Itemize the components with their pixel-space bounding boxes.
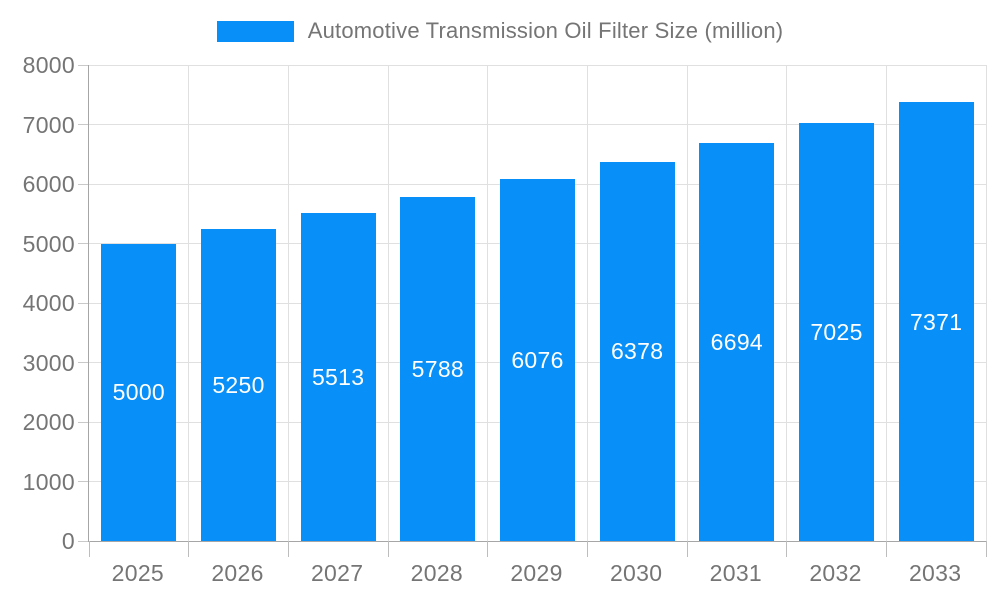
y-axis-tick (78, 540, 88, 542)
y-axis-tick-label: 5000 (22, 230, 75, 257)
grid-line-horizontal (89, 124, 986, 125)
bar-value-label: 6076 (511, 347, 564, 374)
bar-2028: 5788 (400, 196, 476, 541)
grid-line-vertical (885, 65, 887, 541)
x-axis-category-label: 2032 (809, 560, 862, 586)
y-axis-tick (78, 183, 88, 185)
bar-value-label: 5000 (112, 379, 166, 406)
y-axis-tick-label: 7000 (22, 111, 75, 138)
x-axis-tick (88, 541, 90, 557)
bar-2027: 5513 (300, 212, 376, 541)
x-axis-category-label: 2025 (111, 560, 165, 586)
y-axis-tick-label: 6000 (22, 171, 75, 197)
grid-line-vertical (686, 65, 688, 541)
x-axis-category-label: 2031 (709, 560, 763, 586)
bar-2032: 7025 (799, 123, 874, 541)
y-axis-tick (78, 481, 88, 482)
y-axis-tick-label: 8000 (22, 52, 75, 78)
y-axis-tick-label: 2000 (22, 409, 75, 435)
legend-label: Automotive Transmission Oil Filter Size … (307, 18, 784, 43)
bar-value-label: 6694 (710, 328, 764, 355)
grid-line-vertical (985, 65, 987, 541)
bar-value-label: 5513 (311, 363, 365, 390)
y-axis-tick-label: 0 (61, 528, 75, 554)
bar-2025: 5000 (101, 243, 177, 541)
y-axis-tick-label: 4000 (22, 290, 75, 316)
x-axis-category-label: 2033 (908, 560, 962, 586)
grid-line-vertical (586, 65, 588, 541)
grid-line-vertical (188, 65, 190, 541)
x-axis-tick (885, 541, 887, 557)
grid-line-vertical (287, 65, 289, 541)
plot-area: 5000 5250 5513 5788 6076 6378 6694 7025 7371 (78, 64, 987, 557)
x-axis-category-label: 2027 (310, 560, 364, 586)
grid-line-vertical (487, 65, 489, 541)
y-axis-tick (78, 302, 88, 304)
x-axis-tick (786, 541, 788, 557)
bar-value-label: 5788 (411, 355, 465, 382)
bar-2031: 6694 (699, 142, 775, 541)
x-axis-category-label: 2030 (609, 560, 663, 586)
x-axis-tick (487, 541, 489, 557)
y-axis-tick (78, 64, 88, 66)
grid-line-vertical (786, 65, 788, 541)
x-axis-tick (686, 541, 688, 557)
y-axis-tick (78, 243, 88, 244)
bar-value-label: 7371 (909, 308, 963, 335)
x-axis-category-label: 2028 (410, 560, 464, 586)
x-axis-tick (387, 541, 389, 557)
grid-line-vertical (387, 65, 389, 541)
bar-2033: 7371 (898, 102, 974, 541)
x-axis-tick (188, 541, 190, 557)
x-axis-category-label: 2026 (211, 560, 264, 586)
y-axis-tick-label: 1000 (22, 468, 75, 495)
x-axis-tick (985, 541, 987, 557)
y-axis-tick (78, 124, 88, 125)
bar-value-label: 5250 (212, 371, 265, 398)
x-axis-category-label: 2029 (510, 560, 563, 586)
grid-line-horizontal (89, 64, 986, 66)
bar-value-label: 6378 (610, 338, 664, 365)
bar-value-label: 7025 (810, 319, 863, 345)
legend-swatch (216, 20, 294, 42)
legend-item[interactable]: Automotive Transmission Oil Filter Size … (0, 18, 1000, 44)
x-axis-tick (287, 541, 289, 557)
bar-2026: 5250 (201, 228, 276, 541)
y-axis-tick (78, 421, 88, 423)
bar-2029: 6076 (500, 179, 575, 541)
bar-2030: 6378 (599, 161, 675, 541)
x-axis-tick (586, 541, 588, 557)
y-axis-tick (78, 362, 88, 363)
y-axis-tick-label: 3000 (22, 349, 75, 376)
